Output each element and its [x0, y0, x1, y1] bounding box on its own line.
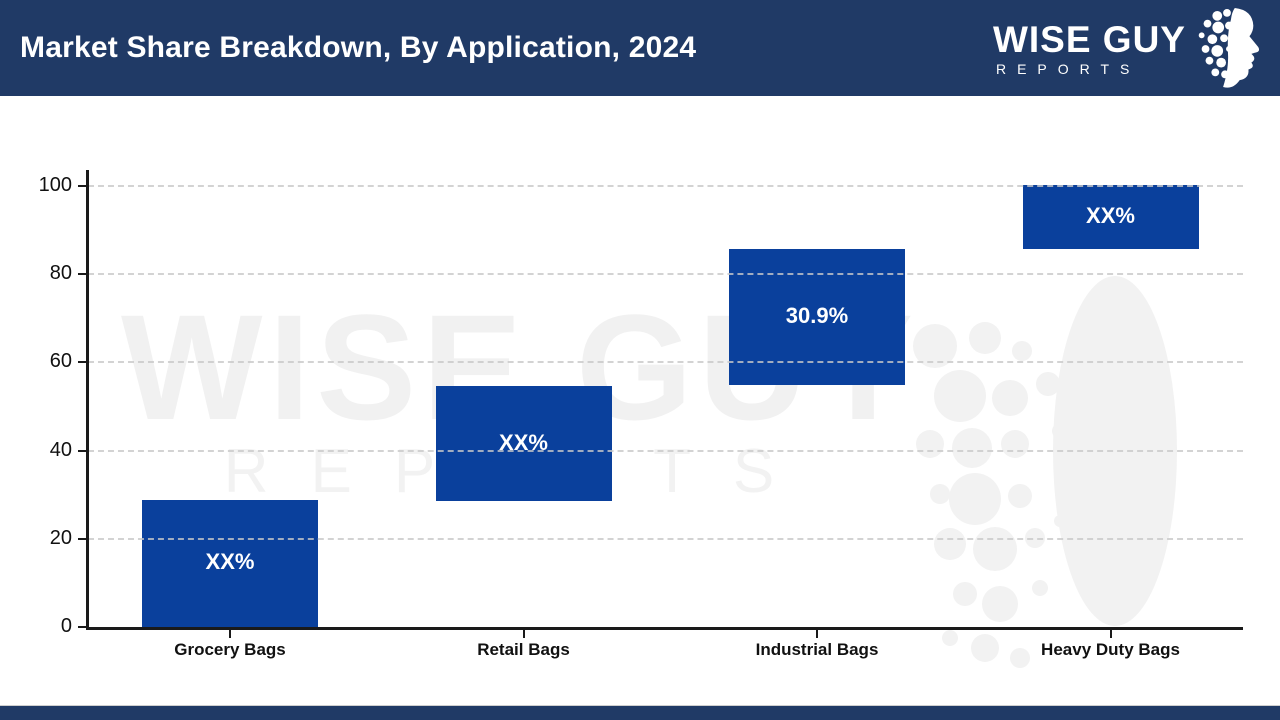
x-axis-tick — [522, 630, 525, 638]
y-axis-tick — [78, 537, 88, 540]
x-category-label: Retail Bags — [477, 640, 570, 659]
bar-heavy-duty-bags — [1022, 185, 1199, 250]
bar-value-label: XX% — [1086, 203, 1135, 229]
y-axis-tick — [78, 273, 88, 276]
x-axis-tick — [816, 630, 818, 638]
logo-wiseguy-text: WISE GUY — [992, 18, 1186, 60]
header-bar: Market Share Breakdown, By Application, … — [0, 0, 1280, 96]
logo-reports-text: REPORTS — [995, 60, 1141, 77]
bar-value-label: XX% — [499, 429, 548, 455]
gridline — [88, 361, 1243, 364]
x-axis-tick — [229, 630, 231, 638]
logo-head-icon — [1198, 8, 1260, 88]
bar-value-label: XX% — [205, 549, 255, 575]
y-axis-tick — [78, 185, 88, 187]
y-axis-tick — [78, 361, 88, 364]
bar-retail-bags — [435, 386, 612, 501]
x-category-label: Heavy Duty Bags — [1041, 640, 1180, 659]
x-axis-tick — [1109, 630, 1112, 638]
y-tick-label: 20 — [49, 526, 72, 549]
wise-guy-logo: WISE GUY REPORTS — [993, 4, 1266, 92]
y-tick-label: 100 — [38, 174, 72, 196]
gridline — [88, 449, 1243, 452]
y-tick-label: 0 — [60, 615, 72, 637]
y-axis-tick — [78, 626, 88, 628]
gridline — [88, 273, 1243, 276]
x-axis-line — [86, 627, 1243, 630]
footer-bar — [0, 705, 1280, 720]
bar-grocery-bags — [142, 499, 318, 627]
bar-value-label: 30.9% — [785, 302, 849, 328]
y-axis-line — [86, 170, 89, 630]
logo-text: WISE GUY REPORTS — [993, 21, 1186, 76]
chart-title: Market Share Breakdown, By Application, … — [20, 31, 697, 64]
gridline — [88, 185, 1243, 187]
y-tick-label: 60 — [49, 350, 72, 373]
y-axis-tick — [78, 449, 88, 452]
x-category-label: Industrial Bags — [755, 640, 879, 659]
x-category-label: Grocery Bags — [174, 640, 286, 659]
y-tick-label: 80 — [49, 262, 72, 285]
y-tick-label: 40 — [49, 438, 72, 461]
gridline — [88, 537, 1243, 540]
